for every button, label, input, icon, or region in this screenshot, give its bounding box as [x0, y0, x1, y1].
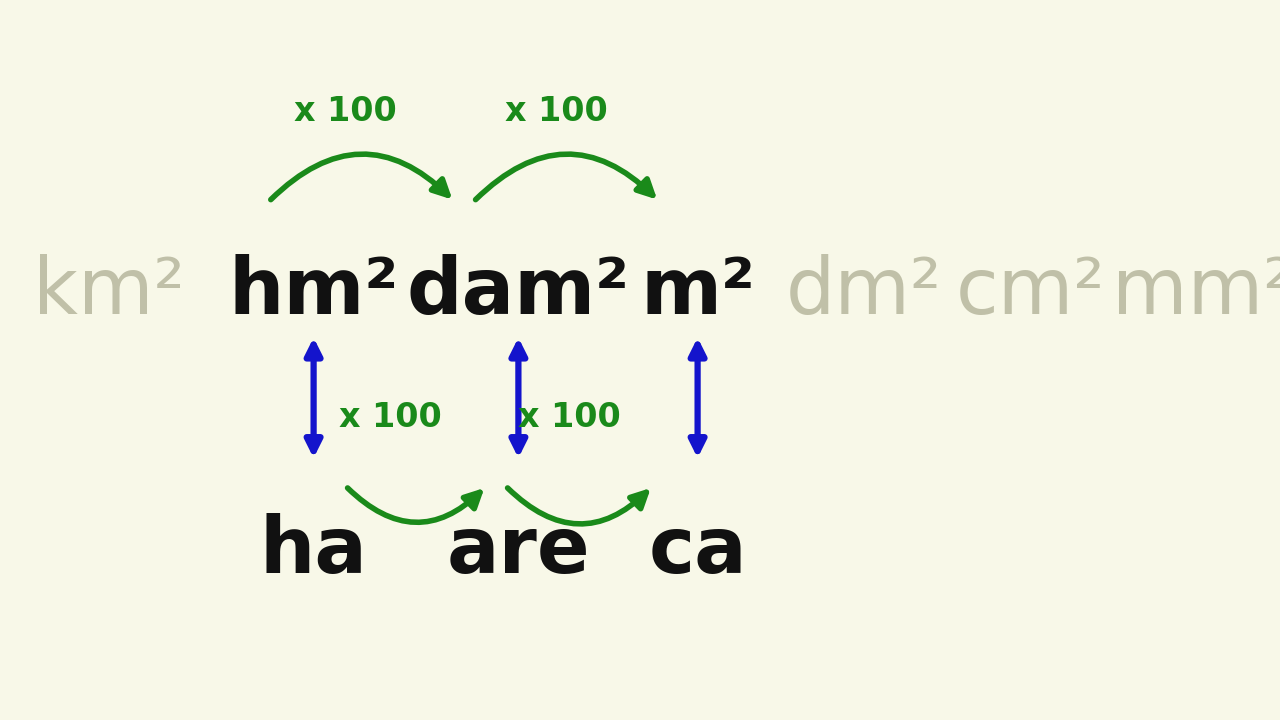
- Text: x 100: x 100: [506, 95, 608, 128]
- Text: ha: ha: [260, 513, 367, 589]
- FancyArrowPatch shape: [691, 345, 704, 451]
- Text: x 100: x 100: [294, 95, 397, 128]
- Text: hm²: hm²: [228, 253, 399, 330]
- Text: dam²: dam²: [407, 253, 630, 330]
- Text: km²: km²: [33, 253, 184, 330]
- FancyArrowPatch shape: [476, 154, 653, 199]
- Text: mm²: mm²: [1112, 253, 1280, 330]
- FancyArrowPatch shape: [348, 488, 480, 522]
- Text: m²: m²: [640, 253, 755, 330]
- FancyArrowPatch shape: [508, 488, 646, 524]
- Text: cm²: cm²: [956, 253, 1105, 330]
- FancyArrowPatch shape: [307, 345, 320, 451]
- Text: x 100: x 100: [339, 401, 442, 434]
- Text: ca: ca: [648, 513, 748, 589]
- Text: x 100: x 100: [518, 401, 621, 434]
- FancyArrowPatch shape: [271, 154, 448, 199]
- Text: are: are: [447, 513, 590, 589]
- Text: dm²: dm²: [786, 253, 942, 330]
- FancyArrowPatch shape: [512, 345, 525, 451]
